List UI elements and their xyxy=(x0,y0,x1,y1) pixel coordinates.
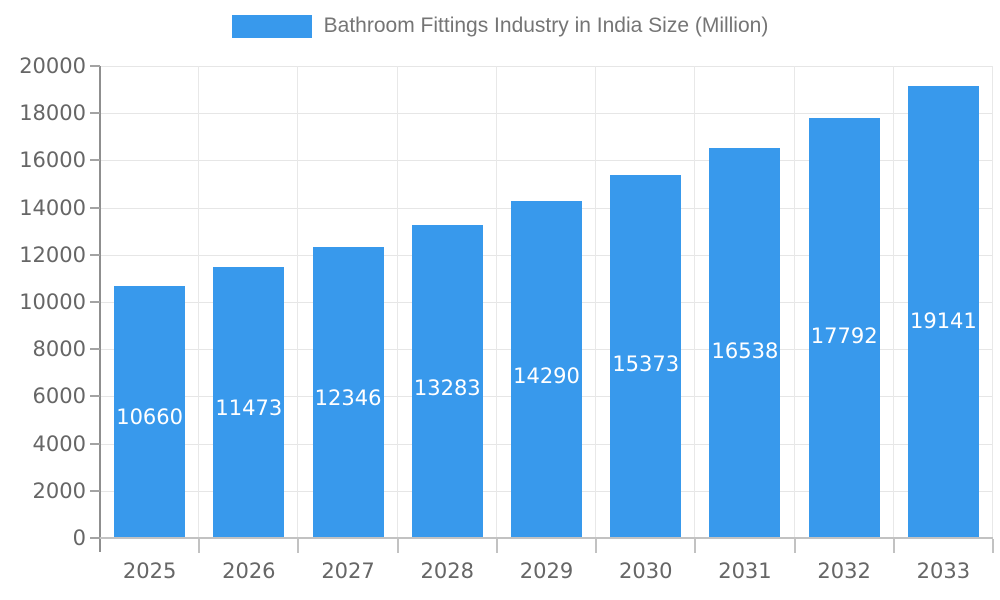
gridline-vertical xyxy=(496,66,497,538)
x-axis-tick xyxy=(694,539,696,553)
gridline-horizontal xyxy=(100,113,993,115)
bar-value-label: 10660 xyxy=(116,405,184,430)
x-axis-tick xyxy=(893,539,895,553)
x-axis-tick-label: 2026 xyxy=(222,559,276,583)
bar-2026: 11473 xyxy=(213,267,285,538)
y-axis-tick xyxy=(90,348,100,351)
bar-value-label: 14290 xyxy=(513,364,580,389)
x-axis-tick-label: 2027 xyxy=(321,559,375,583)
y-axis-tick-label: 6000 xyxy=(32,384,86,409)
x-axis-tick xyxy=(496,539,498,553)
x-axis-tick-label: 2033 xyxy=(916,559,971,583)
bar-2032: 17792 xyxy=(808,118,880,538)
gridline-vertical xyxy=(794,66,795,538)
bar-2029: 14290 xyxy=(511,200,582,538)
bar-value-label: 11473 xyxy=(215,396,283,421)
y-axis-tick xyxy=(90,395,100,398)
bar-value-label: 19141 xyxy=(909,309,977,334)
y-axis-tick-label: 2000 xyxy=(32,478,86,503)
legend-swatch-icon xyxy=(231,14,312,38)
gridline-vertical xyxy=(992,66,993,538)
y-axis-tick-label: 16000 xyxy=(19,148,86,173)
bar-value-label: 15373 xyxy=(612,351,680,376)
x-axis-tick-label: 2031 xyxy=(718,559,772,583)
y-axis-tick xyxy=(90,253,100,256)
bar-value-label: 12346 xyxy=(314,386,382,411)
gridline-vertical xyxy=(297,66,298,538)
x-axis-tick-label: 2032 xyxy=(817,559,871,583)
gridline-vertical xyxy=(893,66,894,538)
y-axis-tick-label: 18000 xyxy=(19,101,86,126)
x-axis-tick xyxy=(397,539,399,553)
x-axis-tick xyxy=(794,539,796,553)
y-axis-tick xyxy=(90,442,100,445)
x-axis-tick xyxy=(297,539,299,553)
y-axis-tick xyxy=(90,206,100,209)
x-axis-tick-label: 2030 xyxy=(618,559,673,583)
gridline-vertical xyxy=(397,66,398,538)
y-axis-tick xyxy=(90,65,100,67)
gridline-horizontal xyxy=(100,160,993,162)
gridline-vertical xyxy=(198,66,199,538)
y-axis-tick xyxy=(90,537,100,539)
bar-value-label: 13283 xyxy=(413,375,481,400)
y-axis-tick xyxy=(90,489,100,492)
y-axis-tick-label: 12000 xyxy=(19,242,86,267)
y-axis-line xyxy=(99,66,101,552)
x-axis-tick-label: 2028 xyxy=(420,559,474,583)
y-axis-tick-label: 14000 xyxy=(19,195,86,220)
y-axis-tick-label: 0 xyxy=(72,526,86,550)
bar-2027: 12346 xyxy=(312,246,384,538)
legend-item[interactable]: Bathroom Fittings Industry in India Size… xyxy=(231,14,769,38)
bar-value-label: 16538 xyxy=(711,338,779,363)
x-axis-tick xyxy=(992,539,994,553)
bar-value-label: 17792 xyxy=(810,324,878,349)
plot-area: 10660 11473 12346 13283 14290 15373 16538 17792… xyxy=(100,66,993,538)
gridline-vertical xyxy=(694,66,695,538)
x-axis-tick xyxy=(198,539,200,553)
y-axis-tick xyxy=(90,301,100,303)
legend: Bathroom Fittings Industry in India Size… xyxy=(0,14,1000,38)
y-axis-tick-label: 4000 xyxy=(32,431,86,456)
gridline-horizontal xyxy=(100,66,993,67)
x-axis-tick-label: 2029 xyxy=(519,559,574,583)
y-axis-tick xyxy=(90,159,100,162)
x-axis-tick-label: 2025 xyxy=(122,559,177,583)
y-axis-tick-label: 10000 xyxy=(19,290,86,314)
bar-2025: 10660 xyxy=(114,286,186,538)
x-axis-line xyxy=(100,537,993,539)
bar-2028: 13283 xyxy=(411,224,483,538)
bar-2031: 16538 xyxy=(709,147,781,538)
y-axis-tick xyxy=(90,112,100,115)
y-axis-tick-label: 20000 xyxy=(19,54,86,78)
bar-2030: 15373 xyxy=(610,175,682,538)
y-axis-tick-label: 8000 xyxy=(32,337,86,362)
gridline-vertical xyxy=(595,66,596,538)
bar-2033: 19141 xyxy=(907,86,979,538)
x-axis-tick xyxy=(595,539,597,553)
chart-title: Bathroom Fittings Industry in India Size… xyxy=(323,14,769,37)
